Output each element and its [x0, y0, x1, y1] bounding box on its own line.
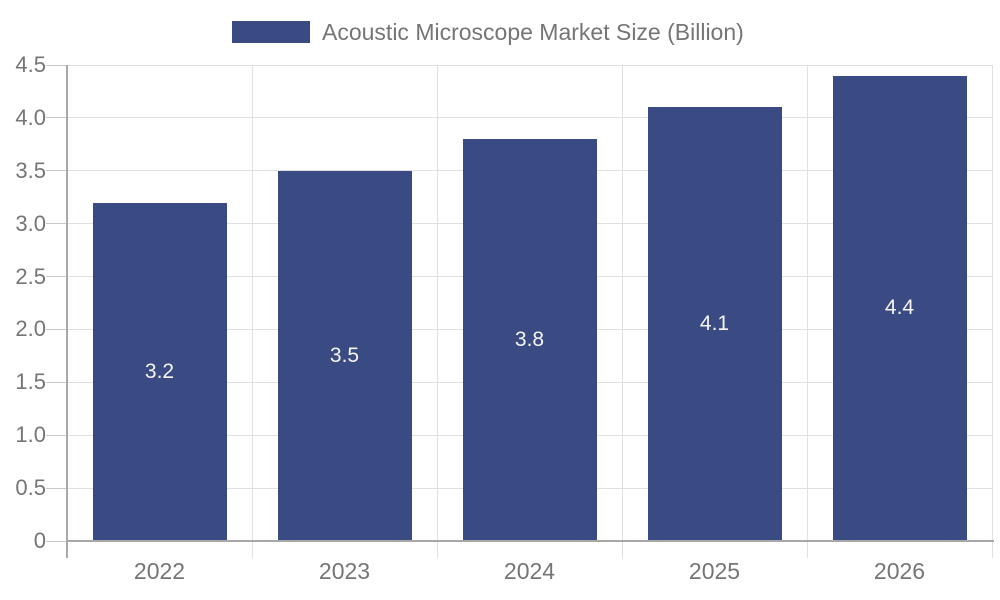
x-axis-label: 2025 [688, 558, 741, 584]
y-axis-label: 1.5 [15, 369, 46, 395]
x-axis-label: 2022 [133, 558, 186, 584]
y-axis-tick [46, 64, 67, 66]
y-axis-tick [46, 276, 67, 278]
y-axis-label: 3.5 [15, 157, 46, 183]
bar-value-label: 3.8 [514, 328, 545, 351]
y-axis-label: 0 [33, 528, 46, 553]
bar: 4.1 [647, 107, 782, 541]
y-axis-tick [46, 328, 67, 330]
y-axis-tick [46, 434, 67, 436]
y-axis-tick [46, 117, 67, 119]
gridline-vertical [436, 65, 438, 558]
chart-legend[interactable]: Acoustic Microscope Market Size (Billion… [232, 19, 744, 45]
gridline-horizontal [67, 117, 992, 119]
y-axis-label: 0.5 [15, 475, 46, 501]
y-axis-line [66, 65, 68, 558]
y-axis-tick [46, 170, 67, 172]
y-axis-tick [46, 381, 67, 383]
y-axis-label: 3.0 [15, 210, 46, 236]
bar: 4.4 [832, 75, 967, 541]
gridline-vertical [251, 65, 253, 558]
gridline-vertical [621, 65, 623, 558]
bar-value-label: 4.1 [699, 312, 730, 336]
y-axis-label: 2.5 [15, 263, 46, 289]
x-axis-label: 2024 [503, 558, 556, 584]
x-axis-label: 2026 [873, 558, 926, 584]
y-axis-label: 1.0 [15, 422, 46, 448]
gridline-horizontal [67, 64, 992, 66]
legend-swatch [232, 21, 310, 43]
y-axis-tick [46, 540, 67, 542]
bar-value-label: 4.4 [884, 296, 915, 320]
bar-value-label: 3.2 [144, 359, 175, 383]
gridline-vertical [991, 65, 993, 558]
y-axis-tick [46, 487, 67, 489]
x-axis-label: 2023 [318, 558, 371, 584]
x-axis-line [66, 540, 994, 542]
bar: 3.2 [92, 202, 227, 541]
y-axis-tick [46, 223, 67, 225]
y-axis-label: 4.0 [15, 104, 46, 130]
bar: 3.5 [277, 170, 412, 541]
bar-value-label: 3.5 [329, 343, 360, 367]
bar: 3.8 [462, 139, 597, 541]
gridline-vertical [806, 65, 808, 558]
legend-label: Acoustic Microscope Market Size (Billion… [322, 19, 744, 45]
y-axis-label: 2.0 [15, 316, 46, 342]
y-axis-label: 4.5 [15, 52, 46, 77]
